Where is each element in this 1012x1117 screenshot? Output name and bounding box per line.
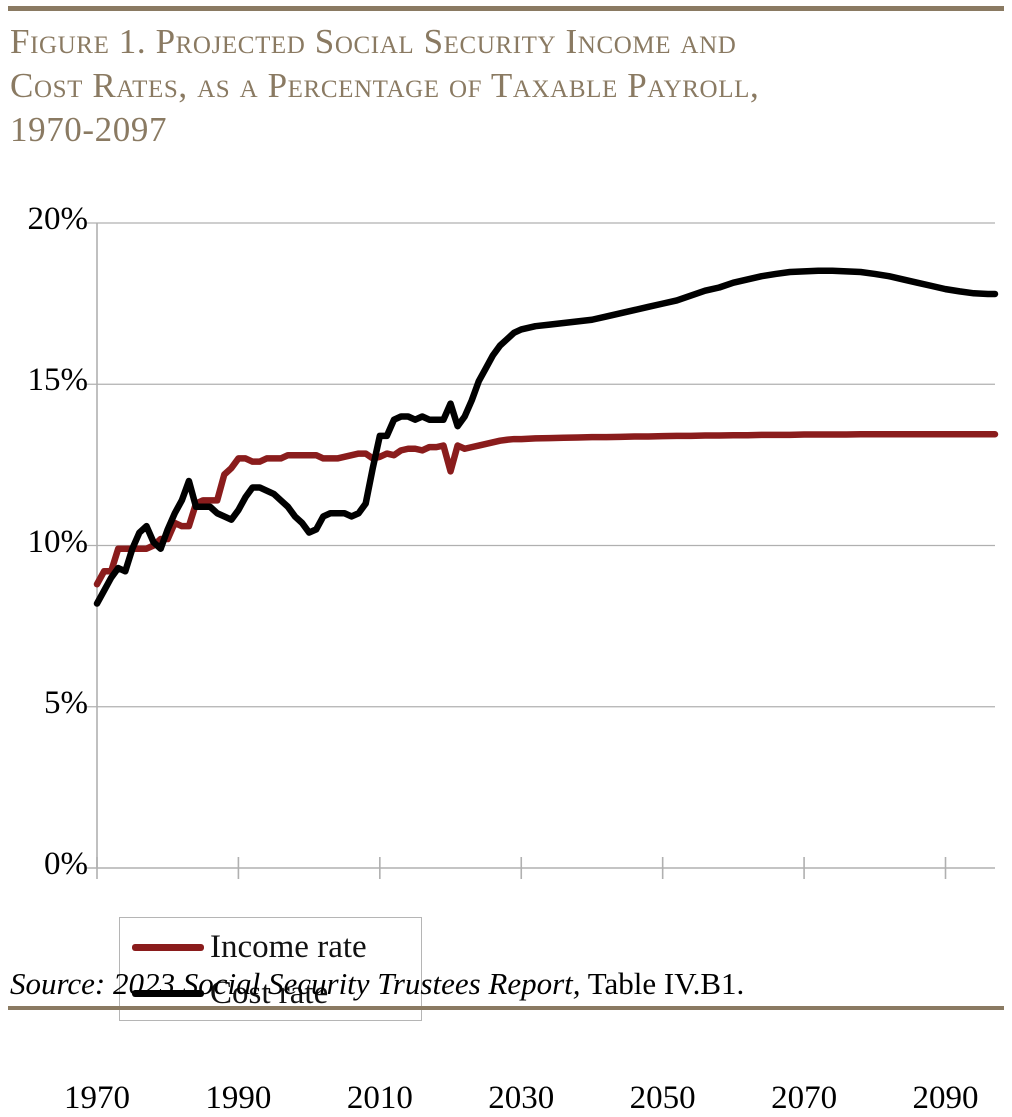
figure-title-line-3: 1970-2097 bbox=[10, 110, 168, 149]
legend-swatch-income-rate bbox=[132, 943, 204, 951]
gridlines-group bbox=[85, 222, 995, 869]
legend-swatch-cost-rate bbox=[132, 989, 204, 997]
y-tick-label-1: 5% bbox=[44, 684, 88, 721]
legend-label-cost-rate: Cost rate bbox=[210, 974, 329, 1011]
bottom-divider-rule bbox=[8, 1006, 1004, 1010]
y-tick-label-4: 20% bbox=[27, 201, 89, 237]
x-tick-label-2010: 2010 bbox=[346, 1080, 413, 1116]
series-line-cost-rate bbox=[93, 267, 999, 607]
source-note-roman: Table IV.B1. bbox=[580, 966, 745, 1001]
chart-container: 0% 5% 10% 15% 20% 1970 1990 2010 2030 20… bbox=[0, 196, 1012, 1116]
legend-item-income-rate: Income rate bbox=[120, 922, 421, 972]
x-tick-label-2050: 2050 bbox=[629, 1080, 696, 1116]
x-tick-label-2090: 2090 bbox=[912, 1080, 979, 1116]
legend-item-cost-rate: Cost rate bbox=[120, 968, 421, 1018]
series-line-income-rate bbox=[93, 430, 999, 588]
x-tick-label-1990: 1990 bbox=[205, 1080, 272, 1116]
figure-title-line-1: Figure 1. Projected Social Security Inco… bbox=[10, 22, 737, 61]
source-note: Source: 2023 Social Security Trustees Re… bbox=[10, 966, 744, 1002]
x-tick-label-1970: 1970 bbox=[64, 1080, 130, 1116]
x-tick-label-2070: 2070 bbox=[771, 1080, 838, 1116]
figure-title: Figure 1. Projected Social Security Inco… bbox=[10, 20, 990, 152]
y-tick-label-3: 15% bbox=[27, 362, 89, 399]
line-chart bbox=[85, 222, 999, 879]
x-tick-label-2030: 2030 bbox=[488, 1080, 555, 1116]
figure-title-line-2: Cost Rates, as a Percentage of Taxable P… bbox=[10, 66, 760, 105]
chart-legend: Income rate Cost rate bbox=[119, 917, 422, 1021]
y-tick-label-2: 10% bbox=[27, 523, 89, 560]
y-tick-label-0: 0% bbox=[44, 846, 88, 882]
legend-label-income-rate: Income rate bbox=[210, 928, 367, 965]
top-divider-rule bbox=[8, 6, 1004, 11]
source-note-italic: Source: 2023 Social Security Trustees Re… bbox=[10, 966, 581, 1001]
